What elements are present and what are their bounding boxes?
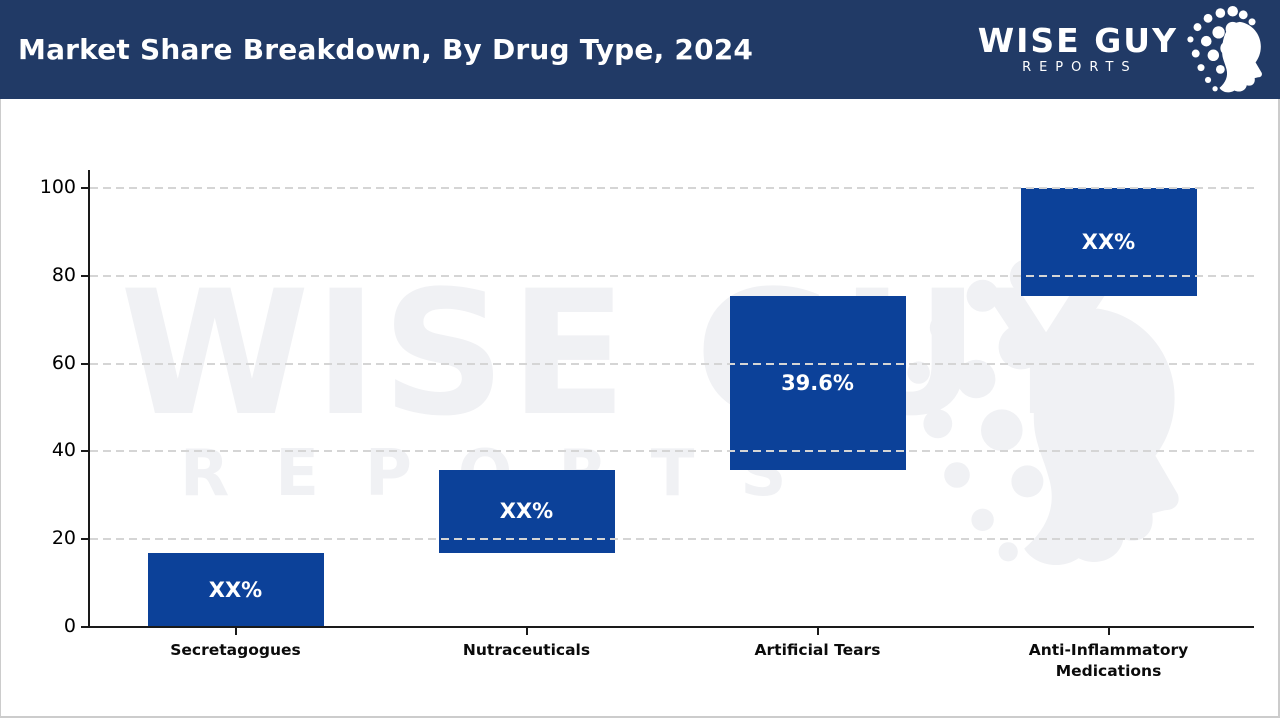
gridline-40 <box>90 450 1254 453</box>
y-tick-40 <box>81 450 89 453</box>
x-axis-line <box>88 626 1254 628</box>
y-tick-label-80: 80 <box>51 263 76 286</box>
bar-value-label: XX% <box>1081 230 1136 254</box>
bar-value-label: 39.6% <box>781 370 854 395</box>
y-tick-80 <box>81 274 89 277</box>
y-tick-label-20: 20 <box>51 527 76 550</box>
wiseguy-logo: WISE GUY REPORTS <box>977 5 1264 94</box>
gridline-60 <box>90 362 1254 365</box>
x-category-label: Nutraceuticals <box>462 641 591 659</box>
y-tick-label-100: 100 <box>39 176 76 198</box>
right-border-line <box>1278 99 1280 717</box>
bar-secretagogues: XX% <box>147 552 324 627</box>
gridline-100 <box>90 187 1254 190</box>
left-border-line <box>0 99 1 717</box>
bar-anti-inflammatory-medications: XX% <box>1020 188 1197 296</box>
x-tick-3 <box>816 628 819 635</box>
y-tick-label-60: 60 <box>51 351 76 374</box>
logo-text: WISE GUY REPORTS <box>977 20 1178 76</box>
x-tick-1 <box>234 628 237 635</box>
bar-nutraceuticals: XX% <box>438 469 615 553</box>
wiseguy-face-icon <box>1187 5 1262 92</box>
y-tick-100 <box>81 187 89 189</box>
x-category-label: Anti-Inflammatory Medications <box>1028 641 1189 680</box>
x-tick-2 <box>525 628 528 635</box>
y-tick-20 <box>81 538 89 541</box>
x-category-label: Secretagogues <box>170 641 301 659</box>
y-tick-label-40: 40 <box>51 439 76 462</box>
x-category-label: Artificial Tears <box>754 641 881 659</box>
bottom-border-line <box>0 716 1280 718</box>
y-tick-label-0: 0 <box>63 615 76 637</box>
header: Market Share Breakdown, By Drug Type, 20… <box>0 0 1280 99</box>
gridline-80 <box>90 274 1254 277</box>
plot-area: XX% XX% 39.6% XX% <box>90 187 1254 627</box>
gridline-20 <box>90 538 1254 541</box>
bar-value-label: XX% <box>208 577 263 602</box>
bar-artificial-tears: 39.6% <box>729 296 906 470</box>
y-tick-60 <box>81 362 89 365</box>
y-tick-0 <box>81 626 89 628</box>
logo-subtext: REPORTS <box>1022 60 1138 76</box>
bar-value-label: XX% <box>499 499 554 524</box>
x-tick-4 <box>1107 628 1110 635</box>
y-axis-line <box>88 170 90 628</box>
logo-wordmark: WISE GUY <box>977 20 1178 60</box>
page-title: Market Share Breakdown, By Drug Type, 20… <box>18 33 754 66</box>
